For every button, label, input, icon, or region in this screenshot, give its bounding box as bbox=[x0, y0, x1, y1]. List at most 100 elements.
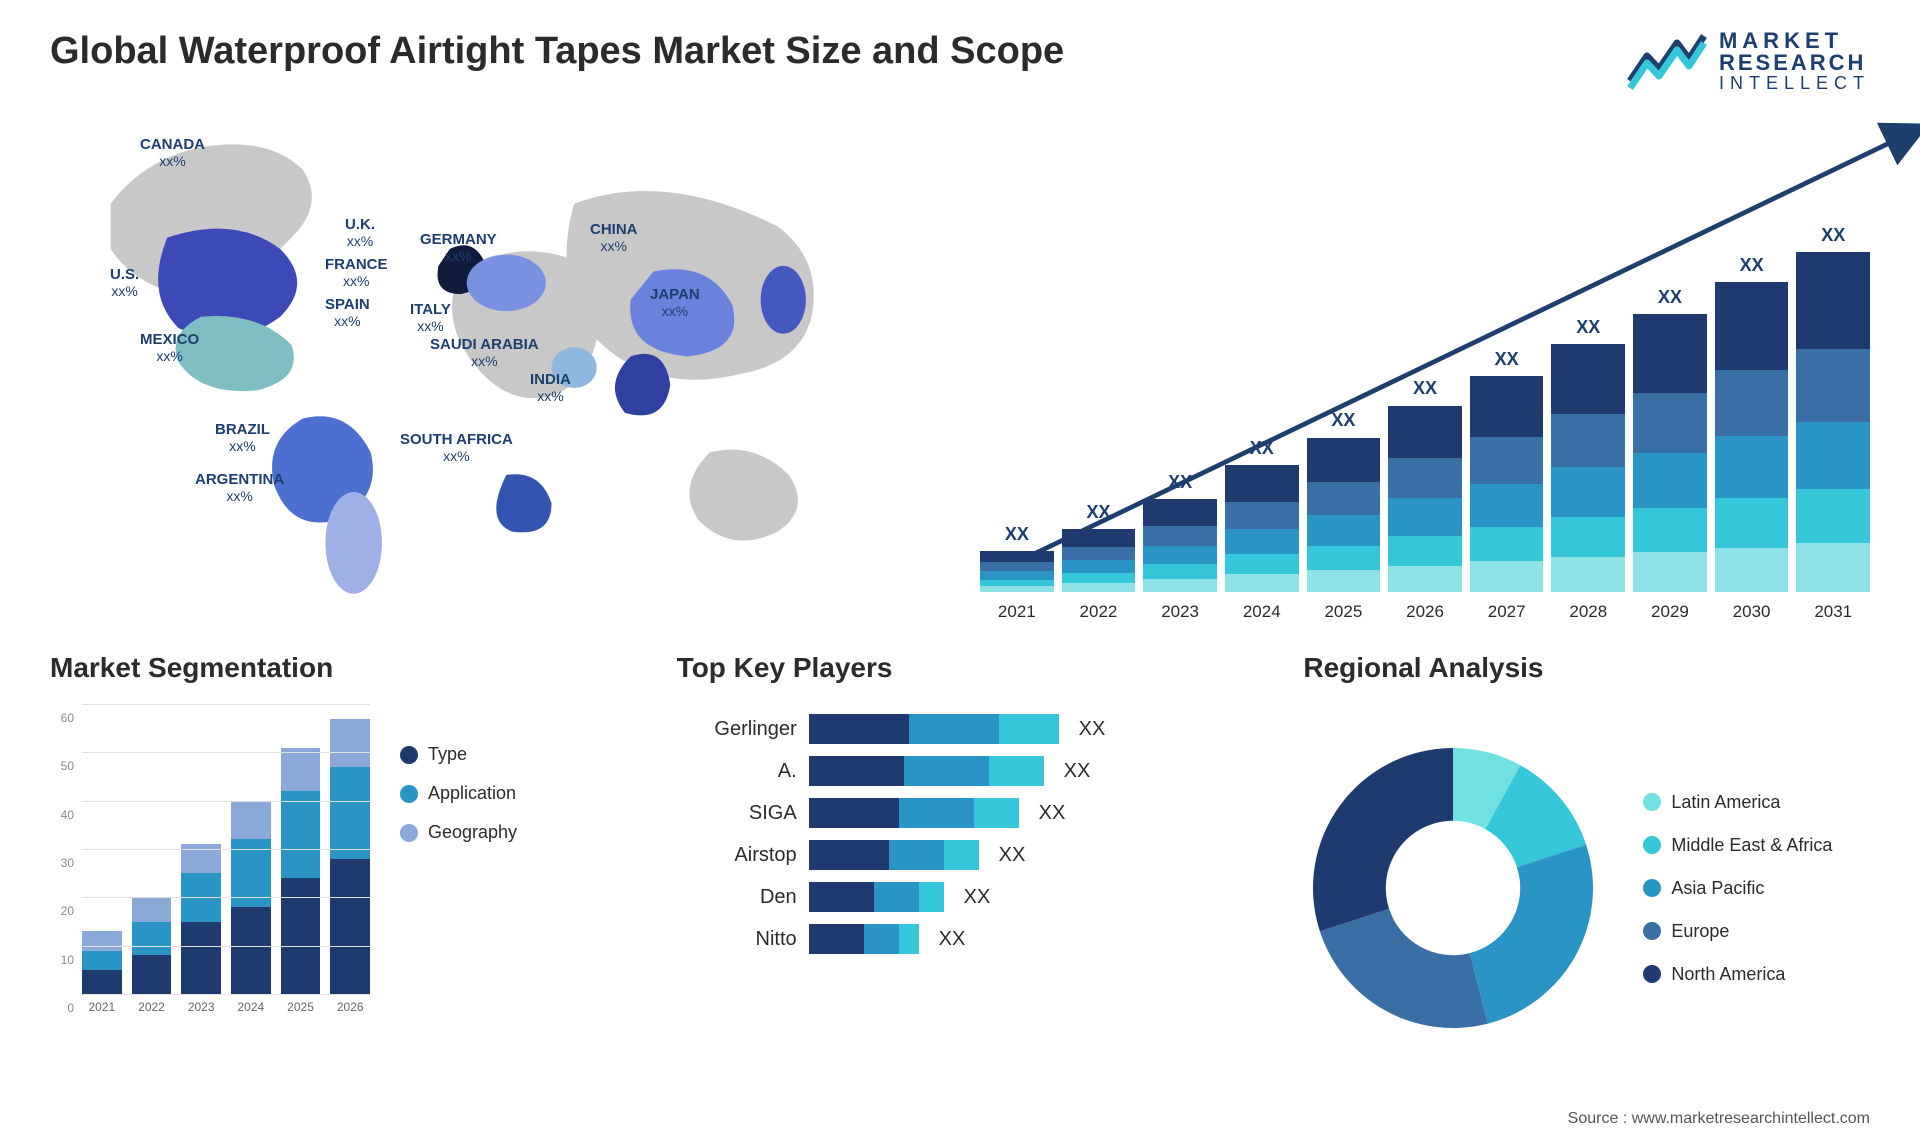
growth-bar: XX bbox=[1796, 252, 1870, 592]
map-label: FRANCExx% bbox=[325, 257, 388, 290]
growth-bar-year: 2028 bbox=[1551, 602, 1625, 622]
growth-bar-value: XX bbox=[1062, 502, 1136, 523]
player-value: XX bbox=[999, 844, 1026, 867]
regional-legend: Latin AmericaMiddle East & AfricaAsia Pa… bbox=[1643, 792, 1832, 985]
growth-bar-value: XX bbox=[1715, 255, 1789, 276]
donut-slice bbox=[1470, 845, 1593, 1024]
map-label: INDIAxx% bbox=[530, 372, 571, 405]
player-row: Gerlinger XX bbox=[677, 714, 1244, 744]
legend-item: Type bbox=[400, 744, 517, 765]
growth-bar-value: XX bbox=[1470, 349, 1544, 370]
map-label: ITALYxx% bbox=[410, 302, 451, 335]
segmentation-bar bbox=[281, 748, 321, 995]
segmentation-year: 2021 bbox=[82, 1000, 122, 1014]
growth-bar: XX bbox=[1062, 529, 1136, 592]
player-value: XX bbox=[939, 928, 966, 951]
segmentation-year: 2024 bbox=[231, 1000, 271, 1014]
map-label: SPAINxx% bbox=[325, 297, 370, 330]
growth-bar: XX bbox=[1633, 314, 1707, 592]
segmentation-title: Market Segmentation bbox=[50, 652, 617, 684]
map-label: ARGENTINAxx% bbox=[195, 472, 284, 505]
player-name: Nitto bbox=[677, 928, 797, 951]
player-name: SIGA bbox=[677, 802, 797, 825]
regional-title: Regional Analysis bbox=[1303, 652, 1870, 684]
growth-bar-year: 2026 bbox=[1388, 602, 1462, 622]
growth-bar: XX bbox=[1143, 499, 1217, 592]
players-title: Top Key Players bbox=[677, 652, 1244, 684]
player-row: AirstopXX bbox=[677, 840, 1244, 870]
map-label: CHINAxx% bbox=[590, 222, 638, 255]
growth-bar-year: 2021 bbox=[980, 602, 1054, 622]
map-label: SOUTH AFRICAxx% bbox=[400, 432, 513, 465]
growth-bar: XX bbox=[1307, 437, 1381, 592]
segmentation-year: 2023 bbox=[181, 1000, 221, 1014]
growth-chart: XXXXXXXXXXXXXXXXXXXXXX 20212022202320242… bbox=[980, 102, 1870, 622]
legend-item: Geography bbox=[400, 822, 517, 843]
segmentation-bar bbox=[330, 719, 370, 995]
logo-text-3: INTELLECT bbox=[1719, 74, 1870, 92]
growth-bar-year: 2024 bbox=[1225, 602, 1299, 622]
map-label: MEXICOxx% bbox=[140, 332, 199, 365]
segmentation-panel: Market Segmentation 0102030405060 202120… bbox=[50, 652, 617, 1072]
growth-bar-value: XX bbox=[1225, 438, 1299, 459]
growth-bar: XX bbox=[1388, 405, 1462, 592]
donut-slice bbox=[1313, 748, 1453, 931]
player-row: A.XX bbox=[677, 756, 1244, 786]
player-value: XX bbox=[964, 886, 991, 909]
growth-bar: XX bbox=[1551, 344, 1625, 592]
player-row: Den XX bbox=[677, 882, 1244, 912]
segmentation-year: 2025 bbox=[281, 1000, 321, 1014]
player-name: Gerlinger bbox=[677, 718, 797, 741]
players-chart: GerlingerXXA.XXSIGAXXAirstopXXDenXXNitto… bbox=[677, 704, 1244, 1072]
growth-bar-value: XX bbox=[1551, 317, 1625, 338]
growth-bar-value: XX bbox=[1633, 287, 1707, 308]
player-value: XX bbox=[1079, 718, 1106, 741]
player-value: XX bbox=[1064, 760, 1091, 783]
segmentation-year: 2022 bbox=[132, 1000, 172, 1014]
growth-bar-value: XX bbox=[1796, 225, 1870, 246]
player-row: SIGAXX bbox=[677, 798, 1244, 828]
growth-bar: XX bbox=[1470, 376, 1544, 592]
regional-panel: Regional Analysis Latin AmericaMiddle Ea… bbox=[1303, 652, 1870, 1072]
player-bar bbox=[809, 798, 1019, 828]
donut-slice bbox=[1320, 909, 1488, 1028]
player-name: Den bbox=[677, 886, 797, 909]
logo-text-2: RESEARCH bbox=[1719, 52, 1870, 74]
map-label: U.S.xx% bbox=[110, 267, 139, 300]
growth-bar-value: XX bbox=[1388, 378, 1462, 399]
growth-bar-year: 2030 bbox=[1715, 602, 1789, 622]
legend-item: Application bbox=[400, 783, 517, 804]
growth-bar-year: 2029 bbox=[1633, 602, 1707, 622]
map-label: BRAZILxx% bbox=[215, 422, 270, 455]
player-bar bbox=[809, 714, 1059, 744]
growth-bar: XX bbox=[1225, 465, 1299, 592]
player-bar bbox=[809, 924, 919, 954]
growth-bar-year: 2027 bbox=[1470, 602, 1544, 622]
players-panel: Top Key Players GerlingerXXA.XXSIGAXXAir… bbox=[677, 652, 1244, 1072]
growth-bar-value: XX bbox=[980, 524, 1054, 545]
growth-bar-value: XX bbox=[1143, 472, 1217, 493]
legend-item: Asia Pacific bbox=[1643, 878, 1832, 899]
player-row: Nitto XX bbox=[677, 924, 1244, 954]
map-label: CANADAxx% bbox=[140, 137, 205, 170]
legend-item: Latin America bbox=[1643, 792, 1832, 813]
segmentation-bar bbox=[82, 931, 122, 994]
company-logo: MARKET RESEARCH INTELLECT bbox=[1627, 30, 1870, 92]
growth-bar: XX bbox=[1715, 282, 1789, 592]
segmentation-bar bbox=[181, 844, 221, 994]
legend-item: Europe bbox=[1643, 921, 1832, 942]
source-text: Source : www.marketresearchintellect.com bbox=[1568, 1110, 1870, 1128]
growth-bar-year: 2022 bbox=[1062, 602, 1136, 622]
growth-bar: XX bbox=[980, 551, 1054, 592]
segmentation-year: 2026 bbox=[330, 1000, 370, 1014]
map-label: U.K.xx% bbox=[345, 217, 375, 250]
map-label: JAPANxx% bbox=[650, 287, 700, 320]
logo-text-1: MARKET bbox=[1719, 30, 1870, 52]
growth-bar-year: 2025 bbox=[1307, 602, 1381, 622]
growth-bar-year: 2031 bbox=[1796, 602, 1870, 622]
map-label: GERMANYxx% bbox=[420, 232, 497, 265]
legend-item: North America bbox=[1643, 964, 1832, 985]
segmentation-chart: 0102030405060 202120222023202420252026 bbox=[50, 704, 370, 1024]
regional-donut bbox=[1303, 738, 1603, 1038]
player-bar bbox=[809, 882, 944, 912]
